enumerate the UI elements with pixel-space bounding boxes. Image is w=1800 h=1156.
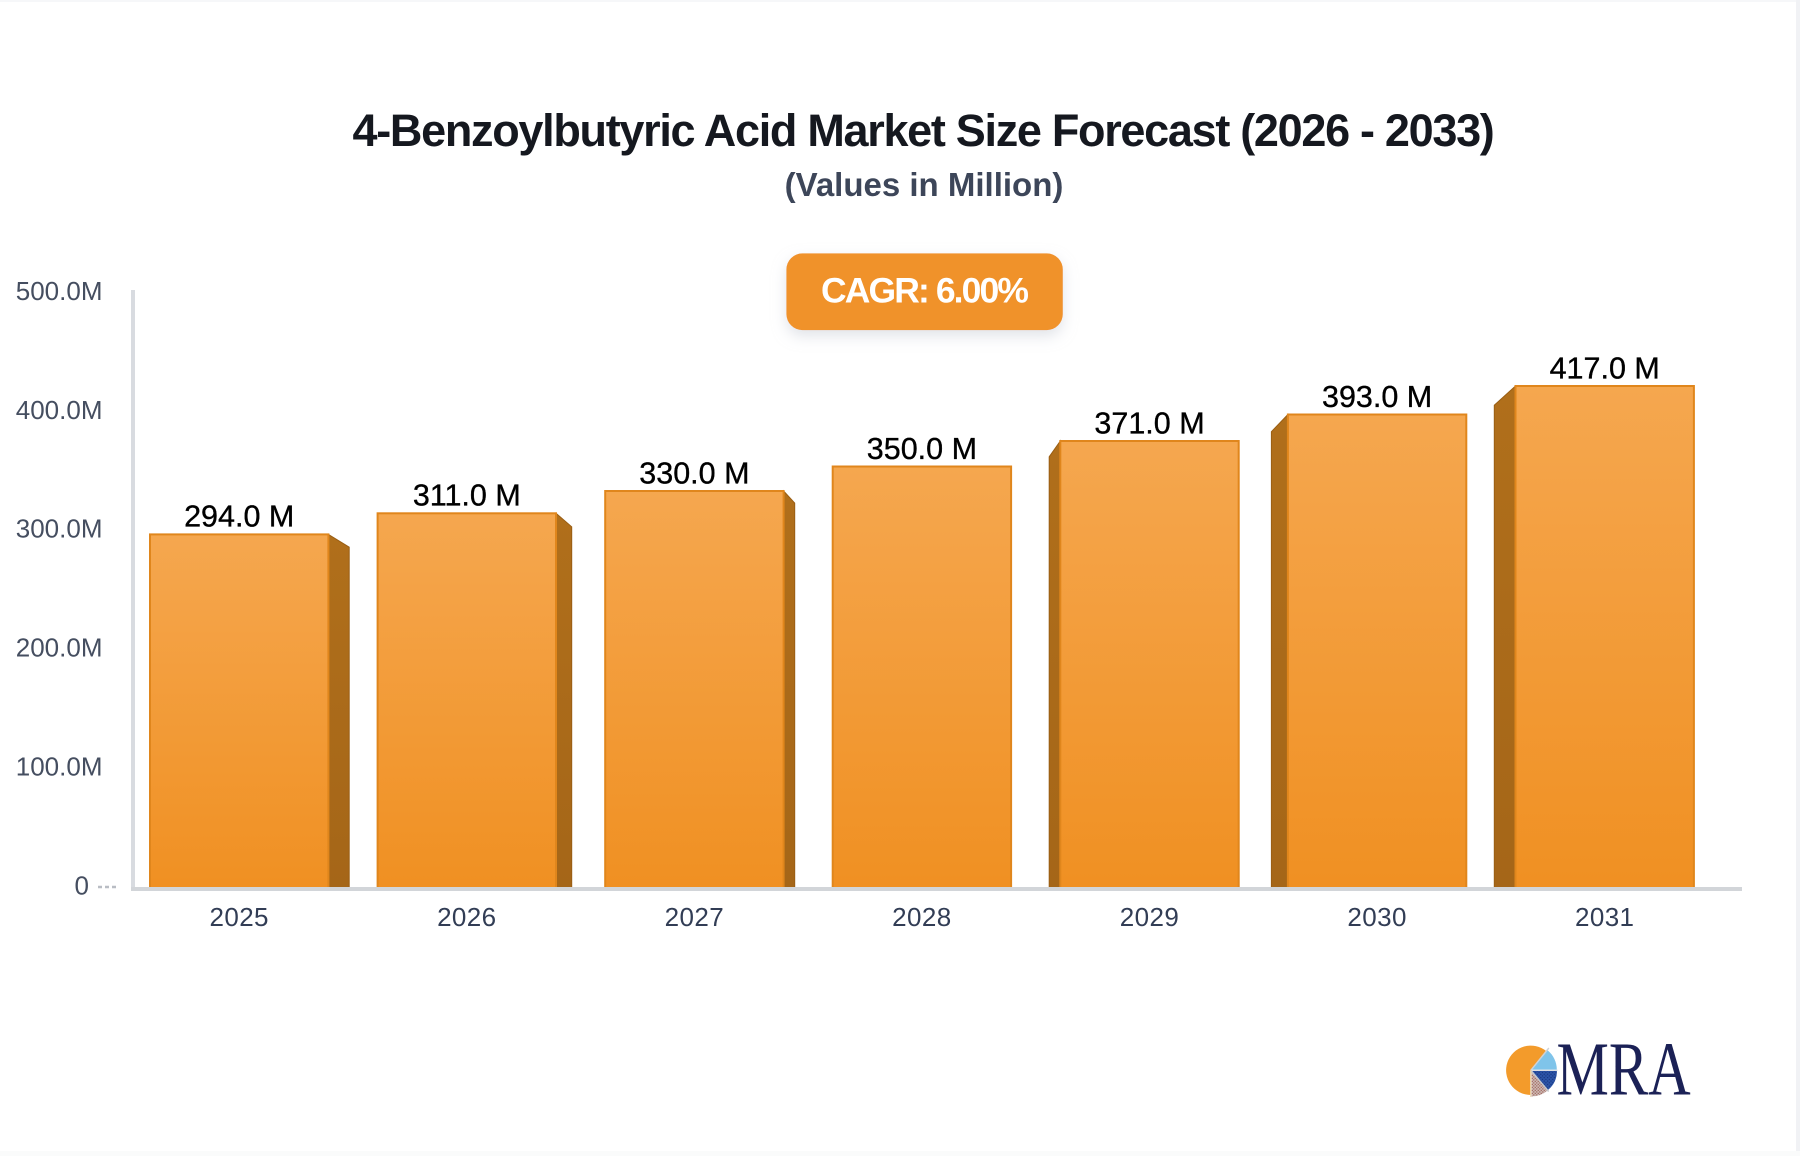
- svg-text:311.0 M: 311.0 M: [413, 479, 521, 513]
- svg-text:100.0M: 100.0M: [16, 751, 103, 781]
- svg-text:330.0 M: 330.0 M: [639, 456, 749, 490]
- svg-text:200.0M: 200.0M: [16, 632, 103, 662]
- svg-text:400.0M: 400.0M: [16, 395, 103, 425]
- svg-text:300.0M: 300.0M: [16, 514, 103, 544]
- svg-text:417.0 M: 417.0 M: [1550, 351, 1660, 385]
- svg-text:2025: 2025: [209, 902, 268, 932]
- svg-text:500.0M: 500.0M: [16, 276, 103, 306]
- svg-text:2030: 2030: [1347, 902, 1406, 932]
- svg-text:0: 0: [75, 871, 89, 901]
- svg-text:393.0 M: 393.0 M: [1322, 380, 1432, 414]
- svg-text:2028: 2028: [892, 902, 951, 932]
- svg-text:2027: 2027: [665, 902, 724, 932]
- svg-text:(Values in Million): (Values in Million): [785, 166, 1064, 203]
- svg-text:371.0 M: 371.0 M: [1094, 406, 1204, 440]
- svg-text:2026: 2026: [437, 902, 496, 932]
- svg-text:294.0 M: 294.0 M: [184, 500, 294, 534]
- svg-text:2031: 2031: [1575, 902, 1634, 932]
- svg-text:CAGR: 6.00%: CAGR: 6.00%: [821, 271, 1028, 311]
- svg-text:2029: 2029: [1120, 902, 1179, 932]
- svg-text:4-Benzoylbutyric Acid Market S: 4-Benzoylbutyric Acid Market Size Foreca…: [353, 105, 1494, 156]
- svg-text:MRA: MRA: [1557, 1027, 1691, 1112]
- svg-text:350.0 M: 350.0 M: [867, 432, 977, 466]
